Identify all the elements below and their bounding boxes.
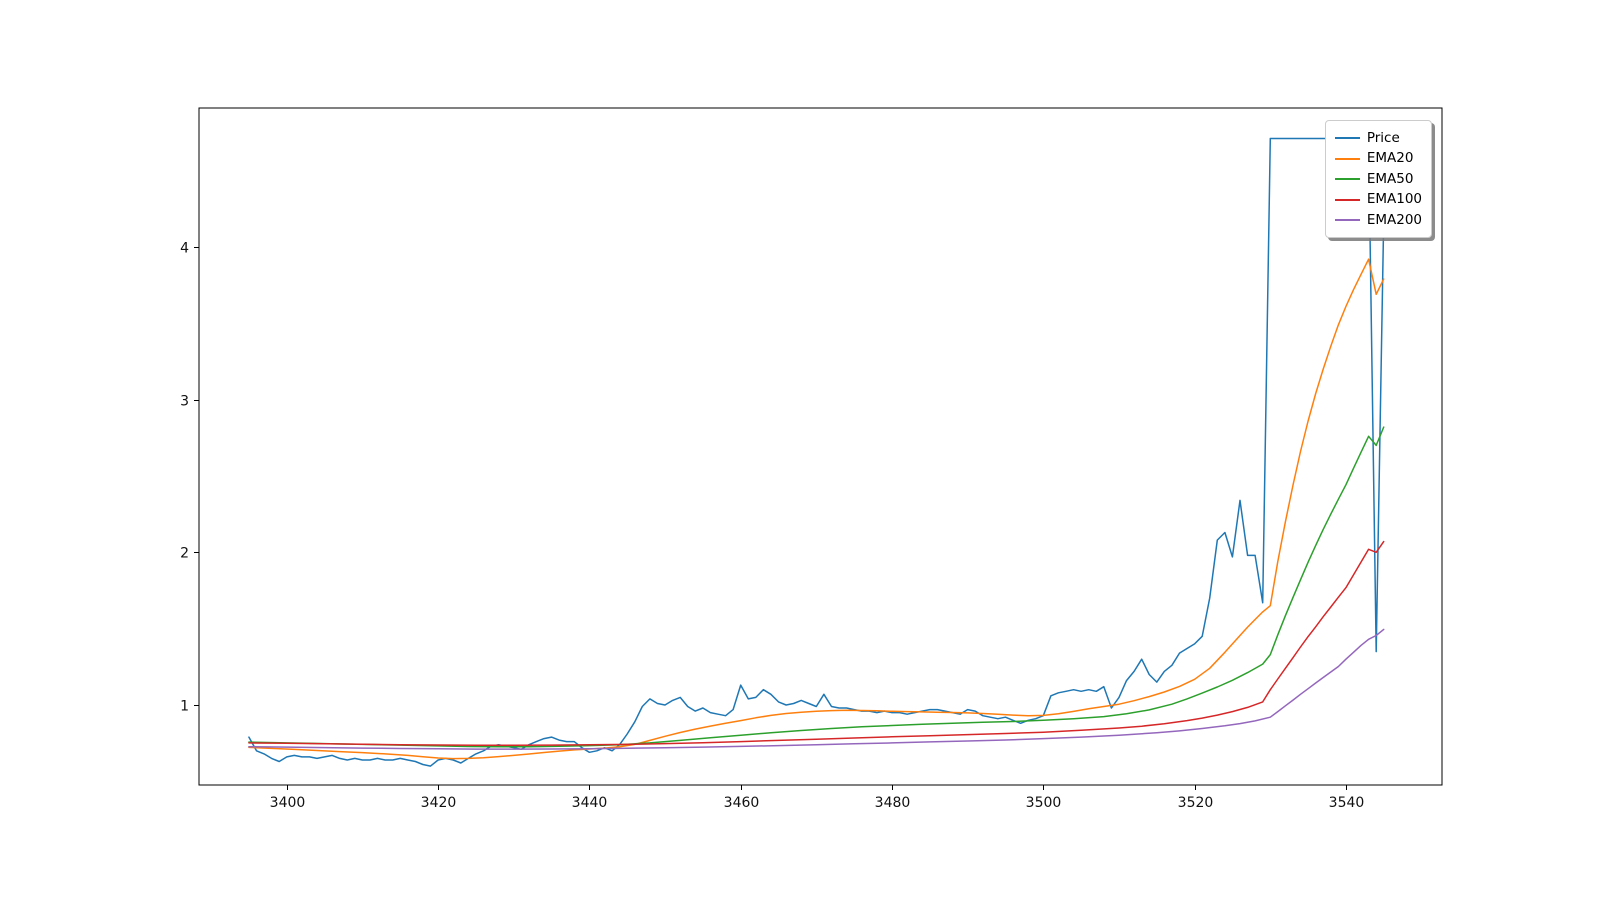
x-tick-label: 3420 [421,795,457,811]
legend-line-sample-ema100 [1334,198,1360,201]
x-tick-label: 3520 [1178,795,1214,811]
legend-line-sample-ema200 [1334,219,1360,222]
plot-border [198,107,1443,786]
y-tick-label: 4 [180,241,189,257]
x-tick-label: 3460 [724,795,760,811]
legend-label: EMA100 [1366,191,1422,207]
series-line-ema100 [248,540,1385,747]
legend-item-ema50: EMA50 [1334,169,1422,190]
x-tick-label: 3540 [1329,795,1365,811]
legend-line-sample-price [1334,137,1360,140]
x-tick-label: 3480 [875,795,911,811]
y-tick-label: 1 [180,699,189,715]
series-line-ema200 [248,628,1385,750]
series-line-ema50 [248,426,1385,748]
y-tick-label: 3 [180,394,189,410]
legend-label: Price [1366,129,1400,146]
legend-line-sample-ema20 [1334,157,1360,160]
legend-item-ema200: EMA200 [1334,210,1422,231]
legend-line-sample-ema50 [1334,178,1360,181]
legend-item-ema20: EMA20 [1334,149,1422,170]
legend-label: EMA20 [1366,150,1414,166]
series-line-price [248,137,1385,767]
series-line-ema20 [248,258,1385,760]
legend-item-ema100: EMA100 [1334,190,1422,211]
y-tick-label: 2 [180,546,189,562]
x-tick-label: 3400 [270,795,306,811]
x-tick-label: 3440 [572,795,608,811]
legend-label: EMA50 [1366,170,1414,187]
legend: Price EMA20 EMA50 EMA100 EMA200 [1324,120,1432,238]
x-tick-label: 3500 [1026,795,1062,811]
legend-label: EMA200 [1366,211,1422,228]
legend-item-price: Price [1334,128,1422,149]
